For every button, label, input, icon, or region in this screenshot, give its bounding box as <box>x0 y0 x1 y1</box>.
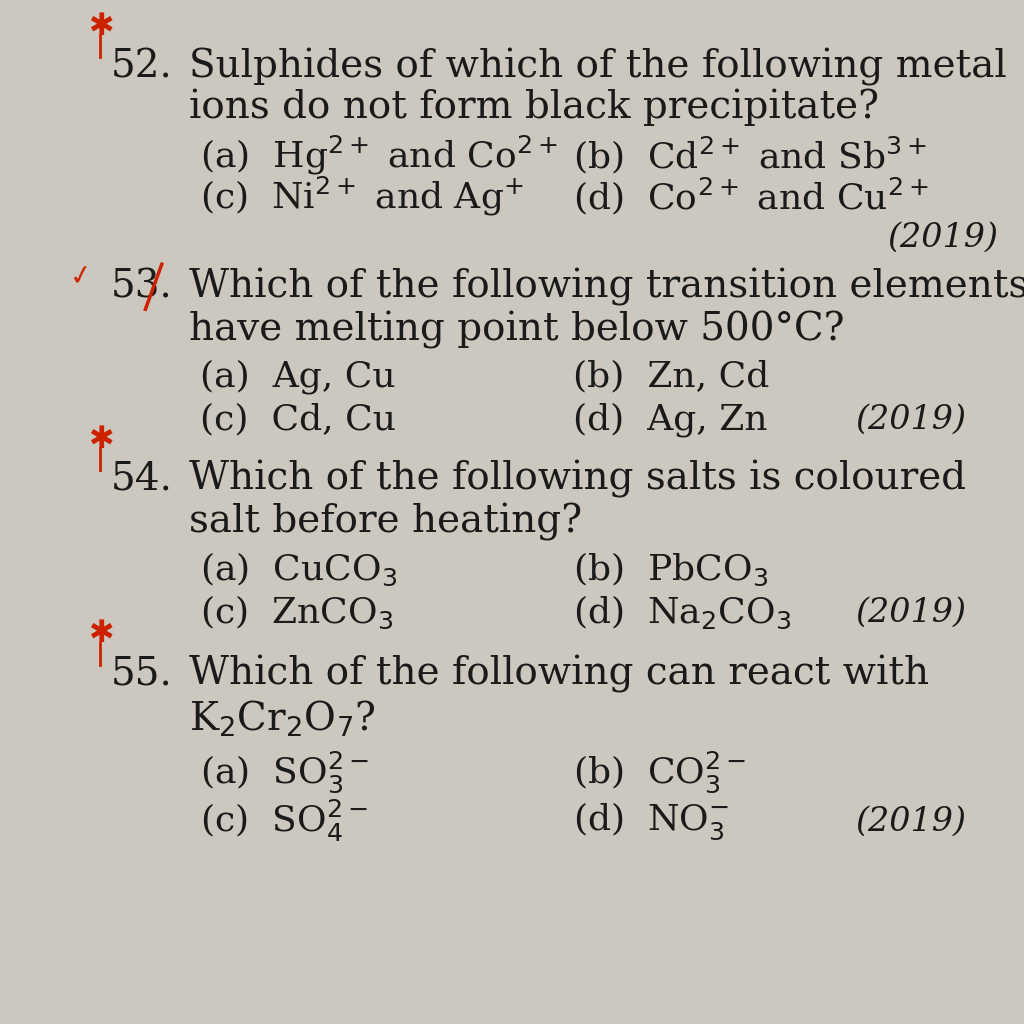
Text: (2019): (2019) <box>855 805 966 838</box>
Text: |: | <box>96 447 104 472</box>
Text: (2019): (2019) <box>855 596 966 629</box>
Text: 53.: 53. <box>111 268 172 305</box>
Text: 54.: 54. <box>111 461 172 498</box>
Text: salt before heating?: salt before heating? <box>189 503 583 542</box>
Text: (d)  Co$^{2+}$ and Cu$^{2+}$: (d) Co$^{2+}$ and Cu$^{2+}$ <box>573 176 929 217</box>
Text: ✱: ✱ <box>88 425 113 454</box>
Text: have melting point below 500°C?: have melting point below 500°C? <box>189 310 845 349</box>
Text: (b)  Cd$^{2+}$ and Sb$^{3+}$: (b) Cd$^{2+}$ and Sb$^{3+}$ <box>573 135 928 176</box>
Text: (c)  Ni$^{2+}$ and Ag$^{+}$: (c) Ni$^{2+}$ and Ag$^{+}$ <box>200 175 523 218</box>
Text: (c)  SO$_4^{2-}$: (c) SO$_4^{2-}$ <box>200 798 368 845</box>
Text: 52.: 52. <box>111 48 172 85</box>
Text: |: | <box>96 642 104 667</box>
Text: (2019): (2019) <box>855 403 966 436</box>
Text: (d)  Na$_2$CO$_3$: (d) Na$_2$CO$_3$ <box>573 594 792 631</box>
Text: ✓: ✓ <box>68 261 96 292</box>
Text: (a)  CuCO$_3$: (a) CuCO$_3$ <box>200 551 397 588</box>
Text: (c)  Cd, Cu: (c) Cd, Cu <box>200 402 395 437</box>
Text: (a)  Hg$^{2+}$ and Co$^{2+}$: (a) Hg$^{2+}$ and Co$^{2+}$ <box>200 134 557 177</box>
Text: K$_2$Cr$_2$O$_7$?: K$_2$Cr$_2$O$_7$? <box>189 698 376 739</box>
Text: ✱: ✱ <box>88 620 113 648</box>
Text: (2019): (2019) <box>888 221 998 254</box>
Text: (a)  SO$_3^{2-}$: (a) SO$_3^{2-}$ <box>200 750 369 795</box>
Text: (d)  Ag, Zn: (d) Ag, Zn <box>573 402 768 437</box>
Text: 55.: 55. <box>111 655 172 692</box>
Text: (b)  Zn, Cd: (b) Zn, Cd <box>573 359 770 394</box>
Text: Which of the following can react with: Which of the following can react with <box>189 654 930 693</box>
Text: (c)  ZnCO$_3$: (c) ZnCO$_3$ <box>200 594 393 631</box>
Text: (a)  Ag, Cu: (a) Ag, Cu <box>200 359 395 394</box>
Text: ✱: ✱ <box>88 12 113 41</box>
Text: ions do not form black precipitate?: ions do not form black precipitate? <box>189 89 880 126</box>
Text: Which of the following transition elements: Which of the following transition elemen… <box>189 267 1024 306</box>
Text: (b)  CO$_3^{2-}$: (b) CO$_3^{2-}$ <box>573 750 746 795</box>
Text: (b)  PbCO$_3$: (b) PbCO$_3$ <box>573 551 769 588</box>
Text: (d)  NO$_3^{-}$: (d) NO$_3^{-}$ <box>573 801 730 842</box>
Text: Which of the following salts is coloured: Which of the following salts is coloured <box>189 460 967 499</box>
Text: |: | <box>96 35 104 59</box>
Text: Sulphides of which of the following metal: Sulphides of which of the following meta… <box>189 47 1008 86</box>
